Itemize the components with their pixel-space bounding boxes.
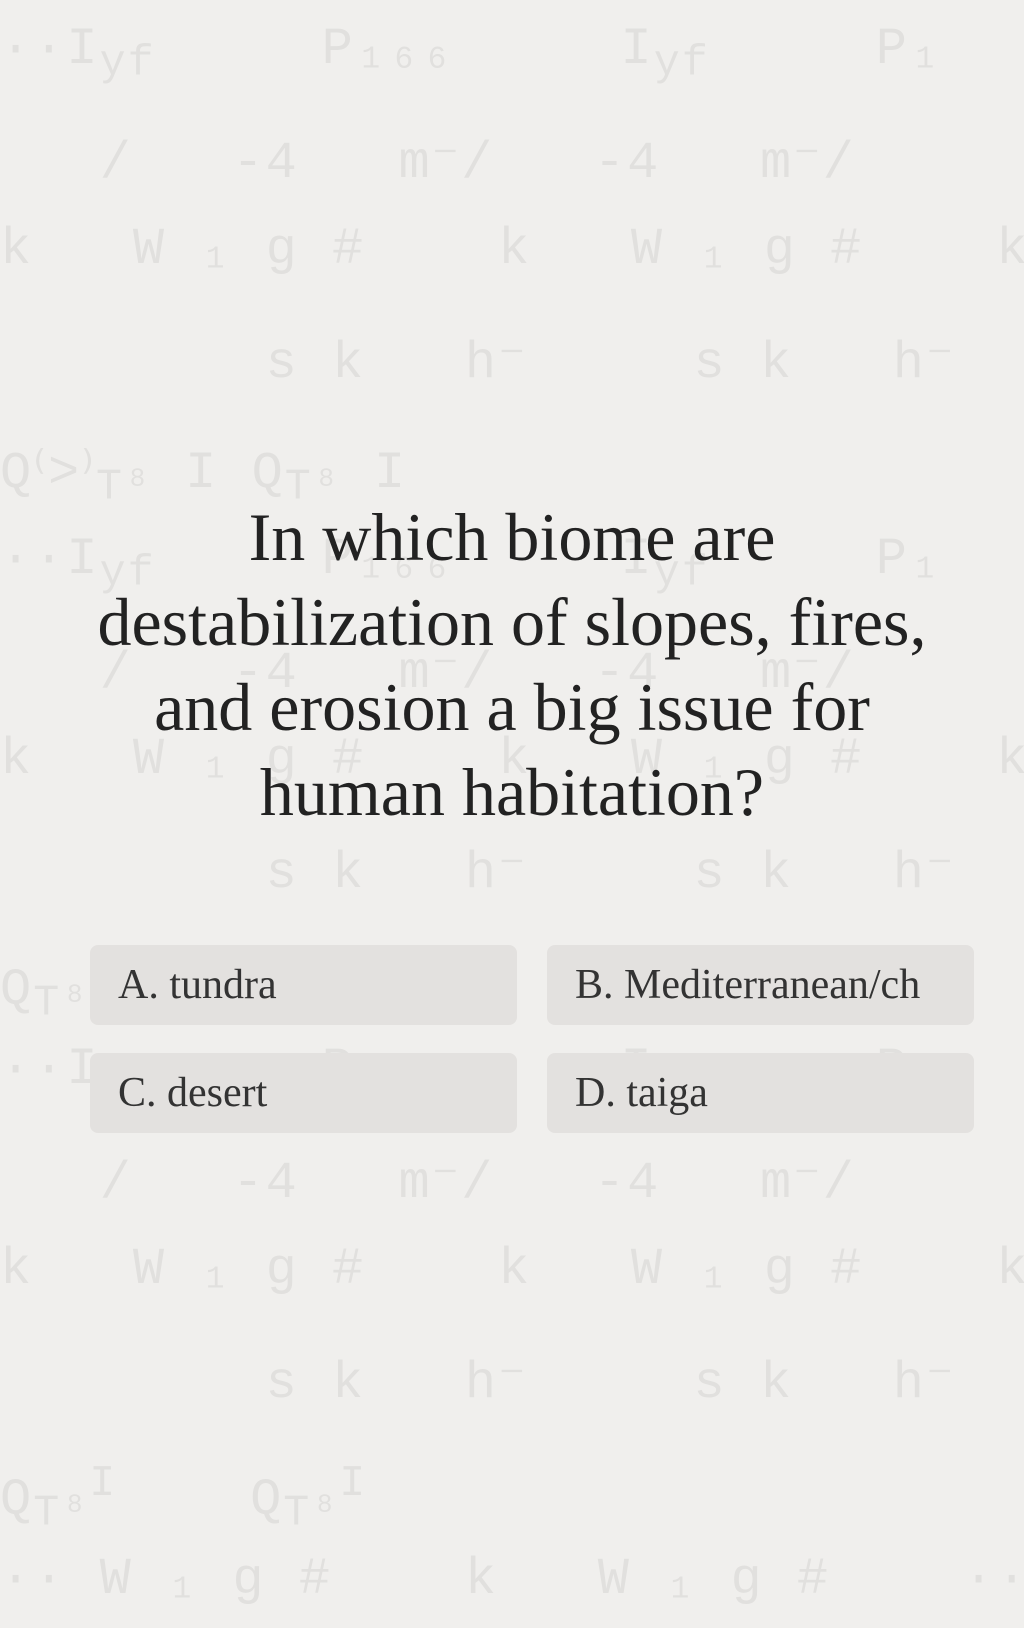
answer-option-d[interactable]: D. taiga bbox=[547, 1053, 974, 1133]
content-container: In which biome are destabilization of sl… bbox=[0, 0, 1024, 1628]
answer-label: A. tundra bbox=[118, 961, 277, 1009]
answer-option-b[interactable]: B. Mediterranean/ch bbox=[547, 945, 974, 1025]
answer-option-c[interactable]: C. desert bbox=[90, 1053, 517, 1133]
answer-label: B. Mediterranean/ch bbox=[575, 961, 920, 1009]
answer-label: D. taiga bbox=[575, 1069, 708, 1117]
answer-grid: A. tundra B. Mediterranean/ch C. desert … bbox=[50, 945, 974, 1133]
answer-label: C. desert bbox=[118, 1069, 267, 1117]
question-text: In which biome are destabilization of sl… bbox=[72, 495, 952, 835]
answer-option-a[interactable]: A. tundra bbox=[90, 945, 517, 1025]
